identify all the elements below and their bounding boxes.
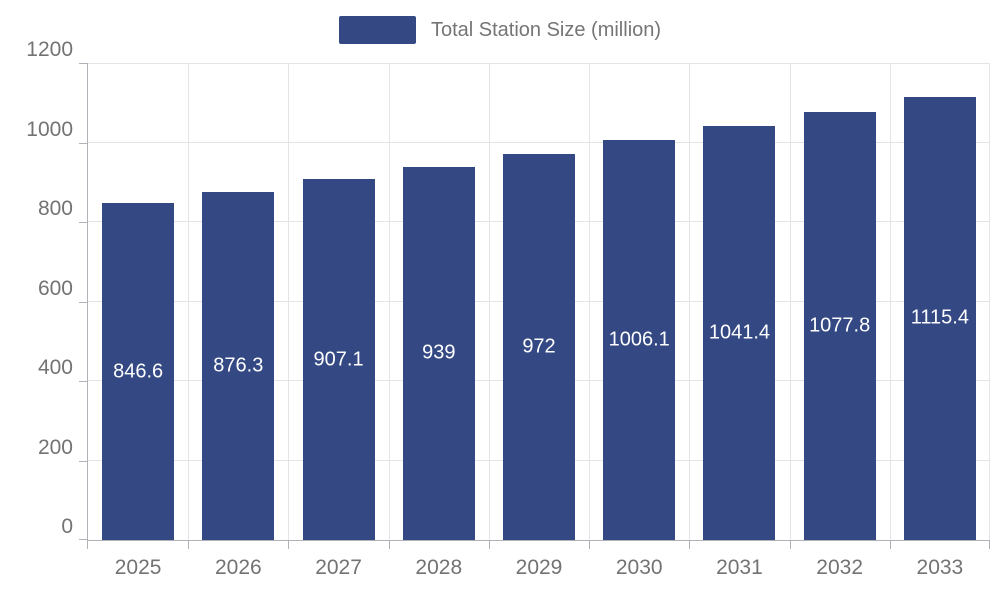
v-gridline — [689, 63, 691, 540]
y-axis-tick — [79, 301, 87, 303]
v-gridline — [989, 63, 990, 540]
y-axis-tick-label: 1000 — [26, 117, 73, 141]
bar-2028[interactable] — [402, 166, 475, 540]
legend: Total Station Size (million) — [0, 16, 1000, 44]
bar-2031[interactable] — [703, 126, 776, 540]
x-axis-tick — [889, 541, 891, 549]
y-axis-tick — [79, 222, 87, 223]
x-axis-tick — [87, 541, 88, 549]
y-axis-tick — [79, 381, 87, 382]
y-axis-tick — [79, 460, 87, 462]
v-gridline — [188, 63, 190, 540]
bar-2027[interactable] — [302, 179, 375, 540]
legend-label: Total Station Size (million) — [430, 18, 662, 41]
x-axis-tick-label: 2028 — [415, 556, 463, 579]
y-axis-tick — [79, 142, 87, 144]
legend-item-total-station-size[interactable]: Total Station Size (million) — [338, 16, 662, 44]
v-gridline — [288, 63, 290, 540]
y-axis-line — [87, 63, 88, 540]
x-axis-tick — [589, 541, 591, 549]
x-axis-tick-label: 2032 — [816, 556, 864, 579]
x-axis-tick — [789, 541, 791, 549]
y-axis-tick — [79, 539, 87, 540]
x-axis-line — [87, 540, 990, 541]
y-axis-tick-label: 400 — [37, 356, 73, 379]
x-axis-tick — [188, 541, 190, 549]
bar-2025[interactable] — [102, 203, 175, 540]
plot-area: 0 200 400 600 800 1000 1200 2025 846.6 2026 876.3 2… — [26, 38, 990, 579]
v-gridline — [488, 63, 490, 540]
bar-2026[interactable] — [202, 191, 275, 540]
v-gridline — [889, 63, 891, 540]
bar-2029[interactable] — [503, 153, 575, 540]
legend-swatch — [338, 16, 416, 44]
y-axis-tick-label: 1200 — [26, 38, 73, 61]
x-axis-tick-label: 2031 — [716, 556, 763, 579]
v-gridline — [388, 63, 390, 540]
x-axis-tick — [689, 541, 691, 549]
x-axis-tick — [388, 541, 390, 549]
y-axis-tick-label: 800 — [37, 197, 73, 220]
x-axis-tick-label: 2026 — [214, 556, 262, 579]
bar-2032[interactable] — [803, 111, 876, 540]
x-axis-tick — [488, 541, 490, 549]
bar-2033[interactable] — [903, 96, 976, 540]
y-axis-tick-label: 0 — [61, 515, 73, 538]
x-axis-tick-label: 2033 — [916, 556, 964, 579]
h-gridline — [88, 63, 990, 64]
x-axis-tick — [989, 541, 990, 549]
x-axis-tick-label: 2025 — [114, 556, 162, 579]
y-axis-tick-label: 600 — [37, 276, 73, 300]
y-axis-tick-label: 200 — [37, 435, 73, 459]
v-gridline — [589, 63, 591, 540]
v-gridline — [789, 63, 791, 540]
bar-2030[interactable] — [603, 140, 676, 540]
x-axis-tick — [288, 541, 290, 549]
x-axis-tick-label: 2029 — [515, 556, 563, 579]
x-axis-tick-label: 2027 — [315, 556, 362, 579]
x-axis-tick-label: 2030 — [615, 556, 663, 579]
y-axis-tick — [79, 63, 87, 64]
